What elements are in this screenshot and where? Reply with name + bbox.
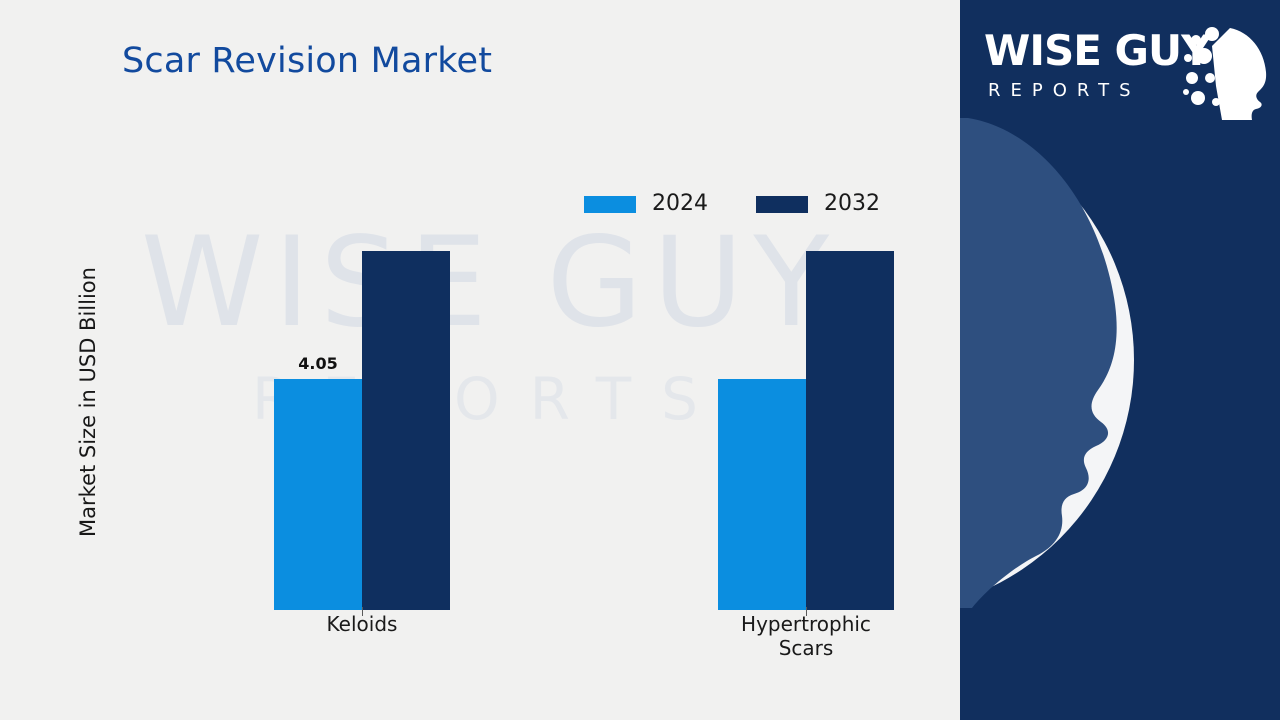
brand-logo: WISE GUY REPORTS bbox=[978, 26, 1268, 120]
logo-head-icon bbox=[1183, 27, 1267, 120]
x-axis-label-keloids-line1: Keloids bbox=[326, 612, 398, 636]
bar-value-keloids-2024: 4.05 bbox=[298, 354, 338, 374]
legend-label-2024: 2024 bbox=[652, 191, 708, 216]
x-axis-label-hypertrophic-scars-line1: Hypertrophic bbox=[741, 612, 871, 636]
x-axis-label-keloids: Keloids bbox=[232, 612, 492, 637]
bar-value-hypertrophic-scars-2024 bbox=[718, 373, 806, 379]
bar-group-keloids: 4.05 bbox=[274, 200, 450, 610]
chart-legend: 2024 2032 bbox=[584, 193, 880, 215]
y-axis-label: Market Size in USD Billion bbox=[76, 267, 100, 537]
legend-swatch-2032 bbox=[756, 195, 808, 213]
brand-panel: WISE GUY REPORTS bbox=[960, 0, 1280, 720]
bar-value-hypertrophic-scars-2032 bbox=[806, 245, 894, 251]
brand-dots-decoration bbox=[960, 150, 1080, 570]
bar-keloids-2032[interactable] bbox=[362, 251, 450, 610]
bar-keloids-2024[interactable]: 4.05 bbox=[274, 354, 362, 610]
brand-logo-secondary: REPORTS bbox=[988, 80, 1141, 101]
x-axis-label-hypertrophic-scars: Hypertrophic Scars bbox=[676, 612, 936, 660]
plot-area: 4.05 bbox=[100, 200, 940, 610]
x-axis-tick-hypertrophic-scars bbox=[806, 607, 807, 616]
x-axis-tick-keloids bbox=[362, 607, 363, 616]
legend-label-2032: 2032 bbox=[824, 191, 880, 216]
bar-value-keloids-2032 bbox=[362, 245, 450, 251]
x-axis-label-hypertrophic-scars-line2: Scars bbox=[778, 635, 834, 660]
bar-group-hypertrophic-scars bbox=[718, 200, 894, 610]
brand-logo-primary: WISE GUY bbox=[984, 26, 1212, 75]
bar-hypertrophic-scars-2024[interactable] bbox=[718, 379, 806, 610]
legend-swatch-2024 bbox=[584, 195, 636, 213]
head-silhouette-icon bbox=[960, 118, 1117, 608]
legend-item-2024[interactable]: 2024 bbox=[584, 193, 708, 215]
bar-hypertrophic-scars-2032[interactable] bbox=[806, 251, 894, 610]
legend-item-2032[interactable]: 2032 bbox=[756, 193, 880, 215]
chart-title: Scar Revision Market bbox=[122, 41, 493, 81]
